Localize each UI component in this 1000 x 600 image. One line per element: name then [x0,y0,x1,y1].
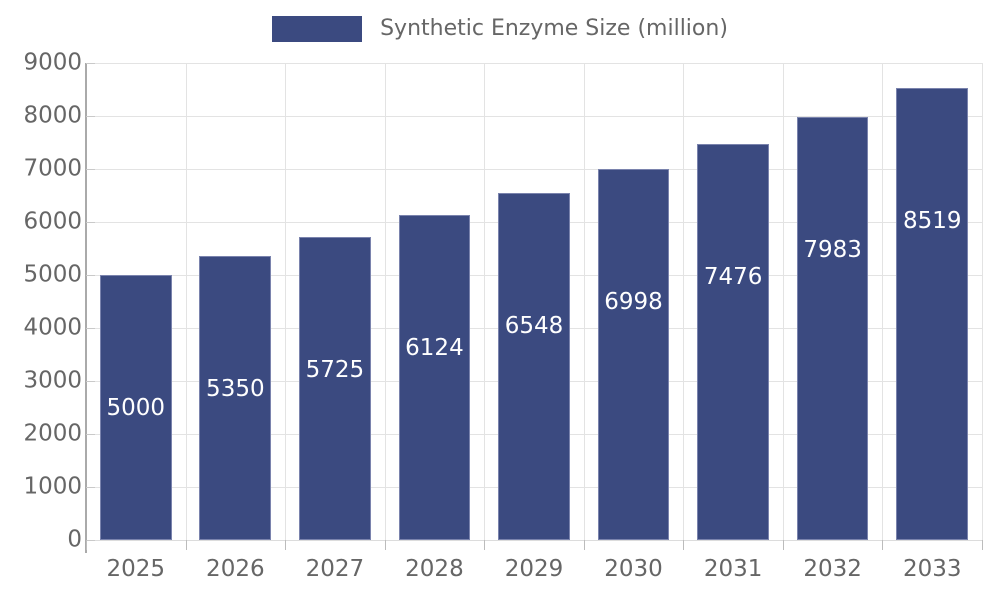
y-axis-tick-mark [86,116,95,117]
x-axis-tick-mark [982,540,983,550]
legend-label: Synthetic Enzyme Size (million) [380,16,728,41]
gridline-vertical [285,63,287,540]
y-axis-spine [85,63,87,553]
y-axis-tick-mark [86,381,95,382]
bar[interactable] [498,192,570,540]
y-axis-tick-label: 2000 [23,420,82,447]
x-axis-tick-label: 2025 [106,556,166,582]
gridline-vertical [484,63,486,540]
x-axis-tick-mark [484,540,486,550]
y-axis-tick-mark [86,540,95,541]
y-axis-tick-label: 0 [67,526,82,553]
x-axis-tick-mark [583,540,585,550]
bar[interactable] [896,88,969,540]
bar[interactable] [199,256,272,540]
x-axis-tick-label: 2032 [803,556,862,582]
y-axis: 0 1000 2000 3000 4000 5000 6000 7000 8000 9000 [0,0,82,600]
gridline-horizontal [86,116,982,117]
gridline-vertical [683,63,685,540]
bar[interactable] [597,169,670,540]
legend-color-swatch [272,16,363,42]
x-axis-tick-label: 2029 [504,556,564,582]
y-axis-tick-mark [86,169,95,170]
y-axis-tick-label: 1000 [23,473,82,500]
chart-legend: Synthetic Enzyme Size (million) [0,8,1000,50]
y-axis-tick-mark [86,487,95,488]
x-axis-tick-mark [384,540,386,550]
y-axis-tick-label: 3000 [23,367,82,394]
y-axis-tick-mark [86,275,95,276]
plot-area [86,63,983,541]
y-axis-tick-mark [86,328,95,329]
y-axis-tick-mark [86,434,95,435]
x-axis-tick-label: 2028 [405,556,464,582]
legend-entry[interactable]: Synthetic Enzyme Size (million) [272,16,728,42]
y-axis-tick-mark [86,63,95,64]
bar[interactable] [299,236,371,540]
bar[interactable] [398,215,471,540]
y-axis-tick-mark [86,222,95,223]
y-axis-tick-label: 6000 [23,208,82,235]
gridline-vertical [583,63,585,540]
gridline-vertical [384,63,386,540]
y-axis-tick-label: 9000 [23,49,82,76]
gridline-vertical [882,63,884,540]
y-axis-tick-label: 4000 [23,314,82,341]
x-axis-tick-label: 2026 [206,556,265,582]
gridline-vertical [185,63,187,540]
gridline-horizontal [86,169,982,170]
y-axis-tick-label: 5000 [23,261,82,288]
bar[interactable] [697,143,769,540]
x-axis-tick-mark [285,540,287,550]
bar[interactable] [99,275,172,540]
bar[interactable] [796,116,869,540]
x-axis-tick-mark [86,540,87,550]
x-axis-tick-label: 2027 [305,556,365,582]
gridline-vertical [982,63,983,540]
x-axis-tick-mark [683,540,685,550]
y-axis-tick-label: 8000 [23,102,82,129]
gridline-horizontal [86,63,982,64]
x-axis-tick-mark [185,540,187,550]
x-axis-tick-mark [882,540,884,550]
x-axis-tick-label: 2030 [604,556,663,582]
x-axis-baseline [86,540,982,541]
y-axis-tick-label: 7000 [23,155,82,182]
x-axis-tick-mark [782,540,784,550]
x-axis-tick-label: 2033 [902,556,962,582]
x-axis-tick-label: 2031 [703,556,763,582]
gridline-vertical [782,63,784,540]
